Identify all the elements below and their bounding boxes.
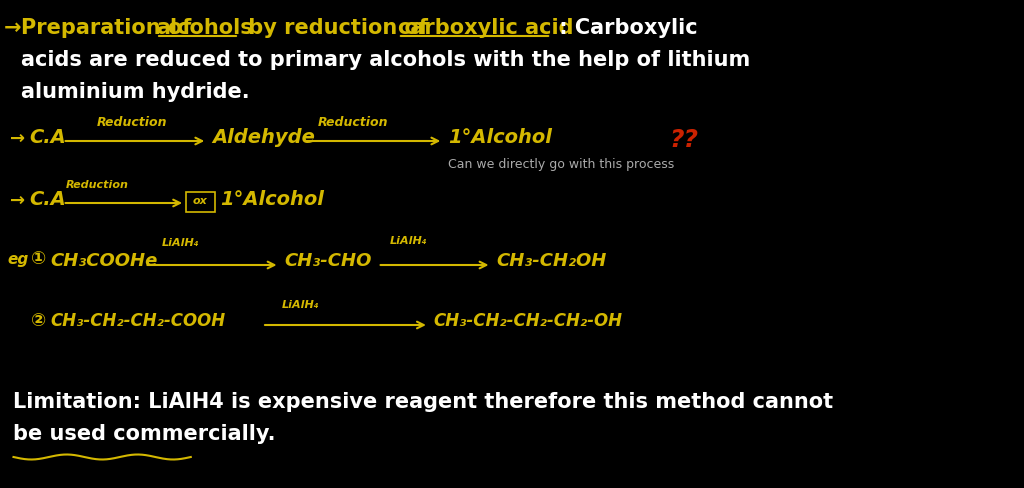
Text: CH₃COOHe: CH₃COOHe [50, 251, 158, 269]
Text: carboxylic acid: carboxylic acid [398, 18, 573, 38]
Text: ①: ① [31, 249, 46, 267]
Text: : Carboxylic: : Carboxylic [552, 18, 697, 38]
Text: CH₃-CH₂-CH₂-CH₂-OH: CH₃-CH₂-CH₂-CH₂-OH [433, 311, 623, 329]
Text: ox: ox [194, 196, 208, 205]
Text: C.A: C.A [29, 190, 66, 208]
Text: be used commercially.: be used commercially. [13, 423, 276, 443]
Text: alcohols: alcohols [156, 18, 253, 38]
Text: Reduction: Reduction [66, 180, 128, 190]
Text: Preparation of: Preparation of [22, 18, 199, 38]
Text: Can we directly go with this process: Can we directly go with this process [449, 158, 674, 171]
Text: CH₃-CH₂OH: CH₃-CH₂OH [497, 251, 606, 269]
Text: aluminium hydride.: aluminium hydride. [22, 82, 250, 102]
Text: →: → [9, 130, 25, 148]
Text: →: → [4, 18, 22, 38]
Text: eg: eg [8, 251, 29, 266]
Text: CH₃-CH₂-CH₂-COOH: CH₃-CH₂-CH₂-COOH [50, 311, 225, 329]
Text: Reduction: Reduction [96, 116, 167, 129]
Text: ??: ?? [670, 128, 698, 152]
Text: acids are reduced to primary alcohols with the help of lithium: acids are reduced to primary alcohols wi… [22, 50, 751, 70]
Text: 1°Alcohol: 1°Alcohol [449, 128, 552, 147]
Text: 1°Alcohol: 1°Alcohol [220, 190, 324, 208]
Text: ②: ② [31, 311, 46, 329]
Text: →: → [9, 192, 25, 209]
Text: CH₃-CHO: CH₃-CHO [285, 251, 372, 269]
Text: LiAlH₄: LiAlH₄ [390, 236, 428, 245]
Text: by reduction of: by reduction of [241, 18, 435, 38]
Text: Limitation: LiAlH4 is expensive reagent therefore this method cannot: Limitation: LiAlH4 is expensive reagent … [13, 391, 834, 411]
Text: C.A: C.A [29, 128, 66, 147]
Text: Aldehyde: Aldehyde [212, 128, 314, 147]
Text: LiAlH₄: LiAlH₄ [162, 238, 200, 247]
Text: Reduction: Reduction [318, 116, 388, 129]
Text: LiAlH₄: LiAlH₄ [282, 299, 318, 309]
